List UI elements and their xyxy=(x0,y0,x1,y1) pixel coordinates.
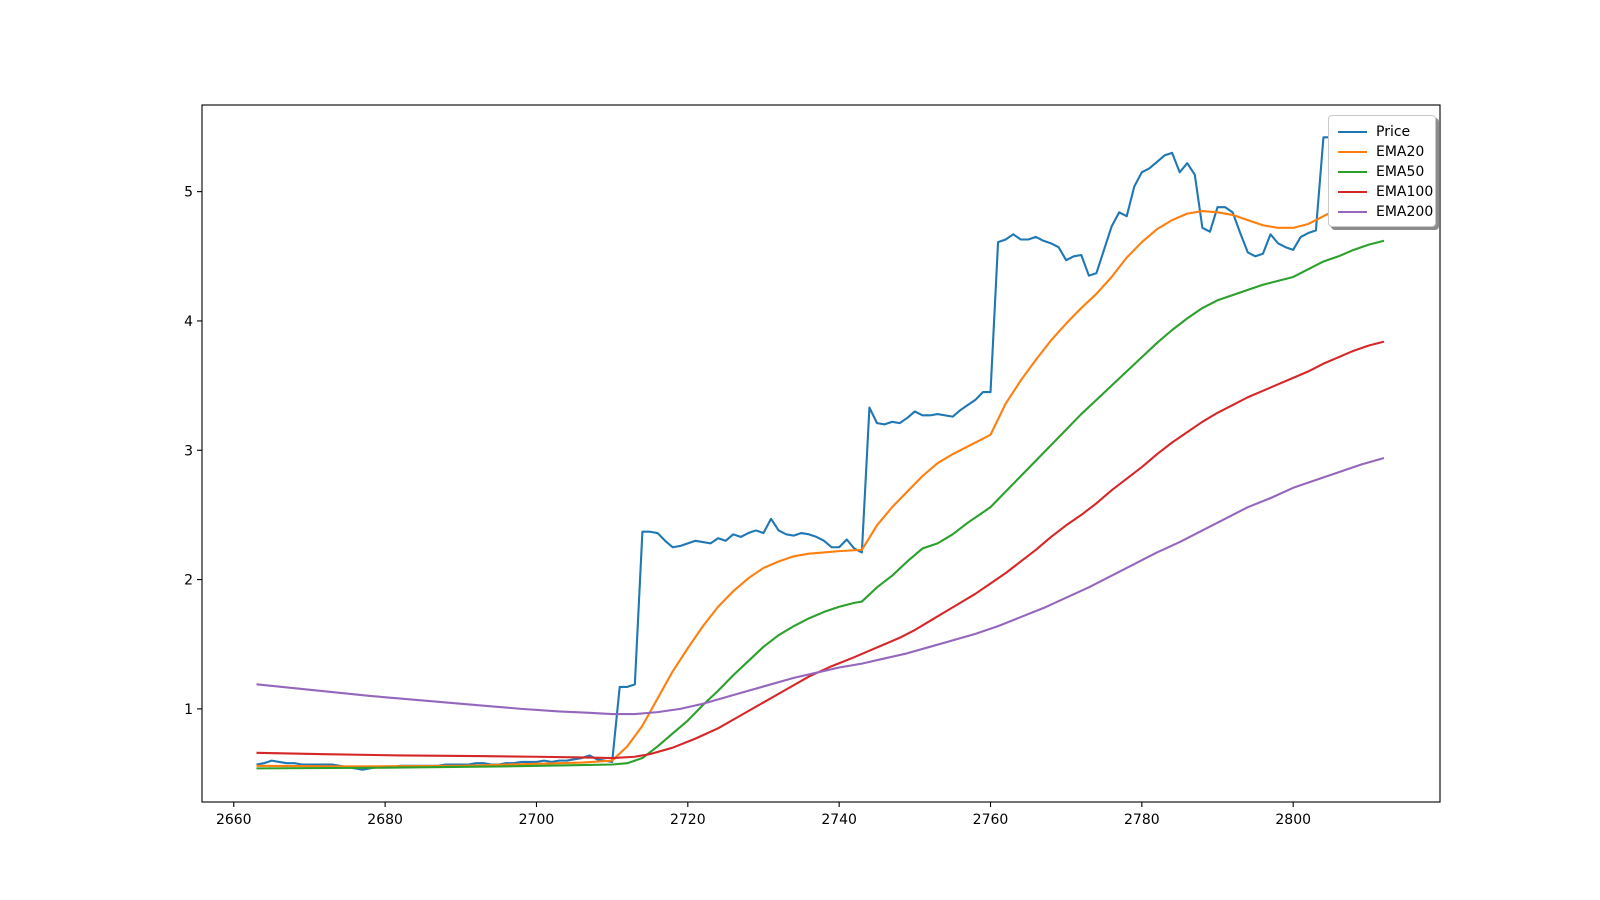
y-tick-label: 3 xyxy=(184,443,193,459)
legend-label: EMA50 xyxy=(1376,164,1425,180)
legend-label: Price xyxy=(1376,124,1411,140)
x-tick-label: 2680 xyxy=(367,812,403,828)
legend-line-sample-ema50 xyxy=(1338,171,1367,173)
legend-label: EMA20 xyxy=(1376,144,1425,160)
legend-entry-ema50: EMA50 xyxy=(1338,162,1425,182)
x-tick-label: 2800 xyxy=(1275,812,1311,828)
legend-entry-ema20: EMA20 xyxy=(1338,142,1425,162)
x-tick-label: 2720 xyxy=(670,812,706,828)
series-line-ema50 xyxy=(256,239,1385,770)
series-line-ema100 xyxy=(256,340,1385,760)
x-tick-label: 2780 xyxy=(1124,812,1160,828)
legend-label: EMA100 xyxy=(1376,184,1434,200)
plot-border xyxy=(201,104,1441,803)
x-tick-label: 2660 xyxy=(216,812,252,828)
y-tick-label: 1 xyxy=(184,702,193,718)
y-tick-label: 5 xyxy=(184,185,193,201)
legend: Price EMA20 EMA50 EMA100 EMA200 xyxy=(1328,115,1436,227)
legend-line-sample-ema200 xyxy=(1338,211,1367,213)
y-tick-label: 4 xyxy=(184,314,193,330)
legend-line-sample-ema20 xyxy=(1338,151,1367,153)
legend-line-sample-price xyxy=(1338,131,1367,133)
legend-entry-price: Price xyxy=(1338,122,1425,142)
series-line-ema200 xyxy=(256,457,1385,716)
x-tick-label: 2760 xyxy=(973,812,1009,828)
series-line-price xyxy=(256,136,1332,771)
legend-entry-ema200: EMA200 xyxy=(1338,202,1433,222)
legend-label: EMA200 xyxy=(1376,204,1434,220)
legend-entry-ema100: EMA100 xyxy=(1338,182,1433,202)
series-line-ema20 xyxy=(256,209,1332,768)
legend-line-sample-ema100 xyxy=(1338,191,1367,193)
x-tick-label: 2740 xyxy=(821,812,857,828)
y-tick-label: 2 xyxy=(184,573,193,589)
x-tick-label: 2700 xyxy=(519,812,555,828)
